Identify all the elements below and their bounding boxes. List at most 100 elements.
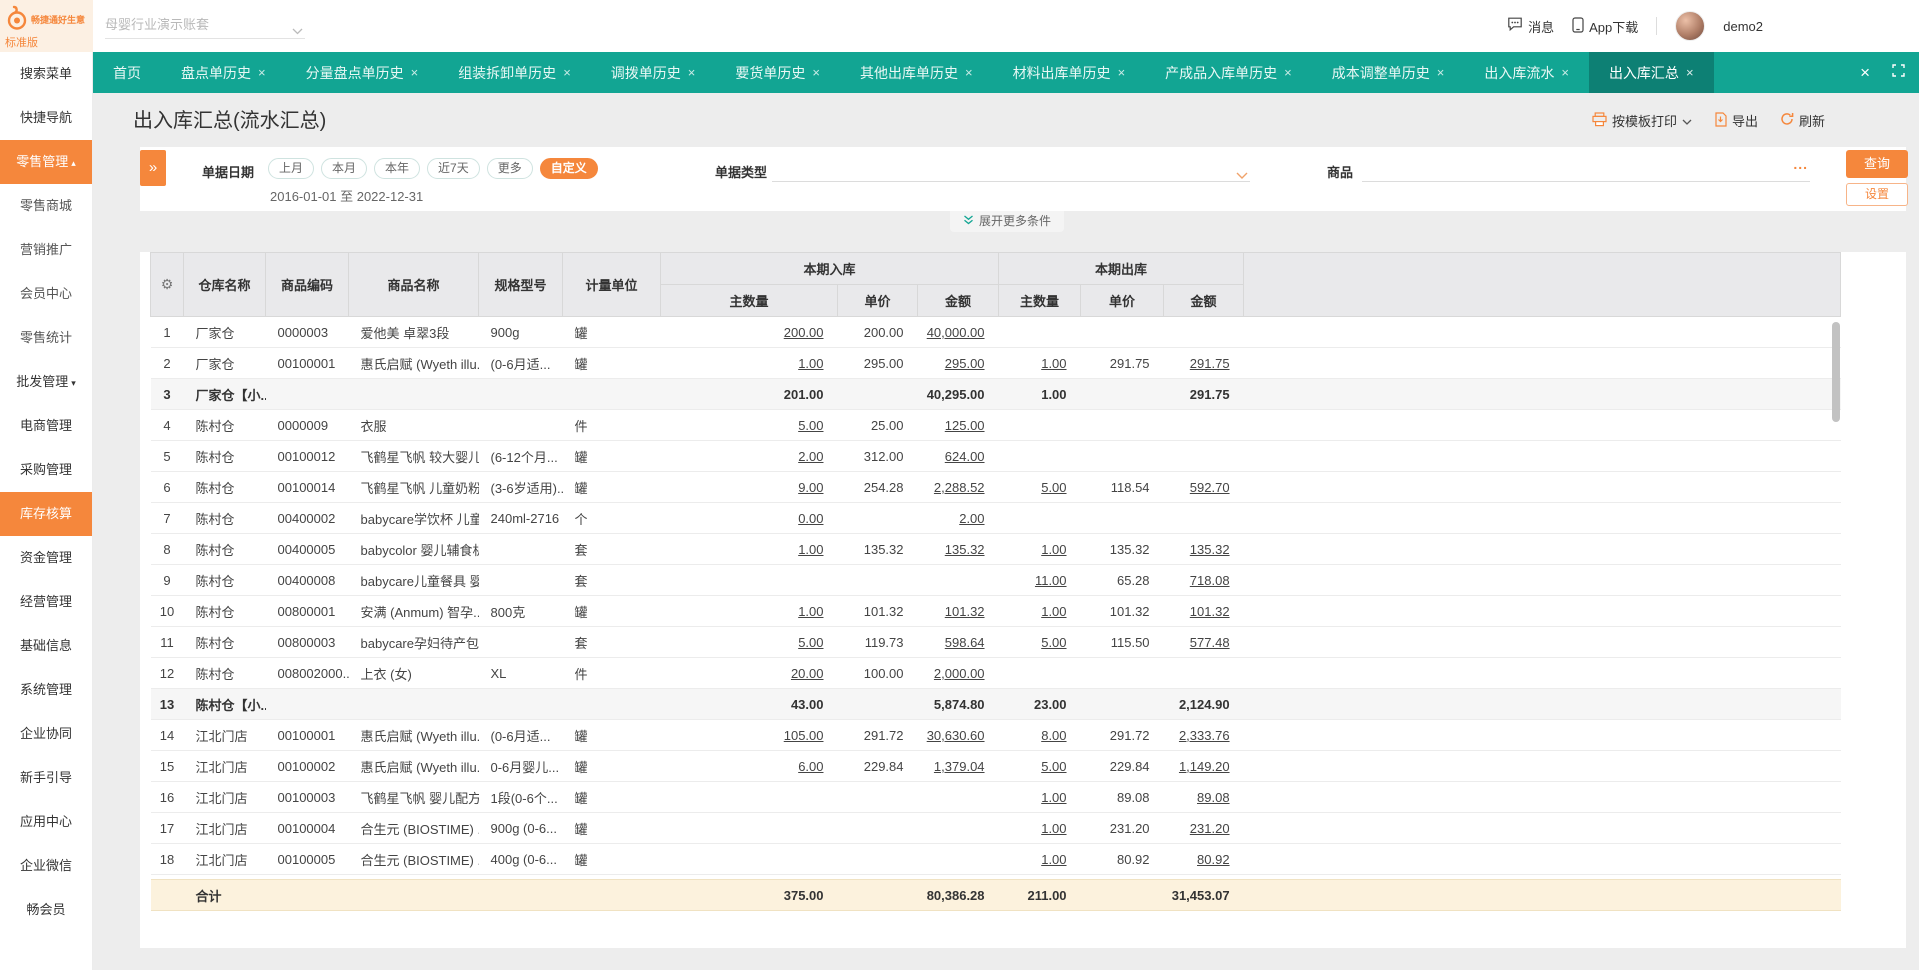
drill-down-link[interactable]: 718.08	[1189, 572, 1230, 588]
refresh-button[interactable]: 刷新	[1780, 111, 1825, 130]
drill-down-link[interactable]: 598.64	[944, 634, 985, 650]
sidebar-item-10[interactable]: 库存核算	[0, 492, 92, 536]
export-button[interactable]: 导出	[1714, 111, 1758, 130]
tab-close-icon[interactable]: ×	[258, 65, 266, 80]
tab-close-icon[interactable]: ×	[1561, 65, 1569, 80]
user-menu[interactable]: demo2	[1723, 18, 1763, 34]
date-preset-button[interactable]: 本月	[321, 158, 368, 179]
sidebar-item-2[interactable]: 零售管理 ▴	[0, 140, 92, 184]
gear-icon[interactable]: ⚙	[160, 276, 174, 292]
drill-down-link[interactable]: 6.00	[798, 758, 824, 774]
drill-down-link[interactable]: 592.70	[1189, 479, 1230, 495]
tab-close-icon[interactable]: ×	[410, 65, 419, 80]
drill-down-link[interactable]: 80.92	[1197, 851, 1230, 867]
drill-down-link[interactable]: 1.00	[1041, 851, 1067, 867]
drill-down-link[interactable]: 2.00	[798, 448, 824, 464]
doc-type-select[interactable]	[772, 155, 1250, 182]
drill-down-link[interactable]: 5.00	[1041, 758, 1067, 774]
sidebar-item-13[interactable]: 基础信息	[0, 624, 92, 668]
drill-down-link[interactable]: 125.00	[944, 417, 985, 433]
sidebar-item-15[interactable]: 企业协同	[0, 712, 92, 756]
print-by-template-button[interactable]: 按模板打印	[1592, 111, 1692, 130]
drill-down-link[interactable]: 105.00	[783, 727, 824, 743]
tab-0[interactable]: 首页	[93, 52, 161, 93]
drill-down-link[interactable]: 231.20	[1189, 820, 1230, 836]
collapse-filters-button[interactable]: »	[140, 150, 166, 186]
drill-down-link[interactable]: 291.75	[1189, 355, 1230, 371]
tab-10[interactable]: 出入库流水 ×	[1464, 52, 1589, 93]
tab-close-icon[interactable]: ×	[1436, 65, 1445, 80]
sidebar-item-19[interactable]: 畅会员	[0, 888, 92, 932]
tab-2[interactable]: 分量盘点单历史 ×	[286, 52, 439, 93]
drill-down-link[interactable]: 89.08	[1197, 789, 1230, 805]
drill-down-link[interactable]: 9.00	[798, 479, 824, 495]
date-preset-button[interactable]: 本年	[374, 158, 421, 179]
drill-down-link[interactable]: 1,379.04	[933, 758, 985, 774]
tab-1[interactable]: 盘点单历史 ×	[161, 52, 286, 93]
drill-down-link[interactable]: 5.00	[1041, 479, 1067, 495]
drill-down-link[interactable]: 0.00	[798, 510, 824, 526]
tab-8[interactable]: 产成品入库单历史 ×	[1145, 52, 1312, 93]
sidebar-item-17[interactable]: 应用中心	[0, 800, 92, 844]
sidebar-item-6[interactable]: 零售统计	[0, 316, 92, 360]
sidebar-item-7[interactable]: 批发管理 ▾	[0, 360, 92, 404]
drill-down-link[interactable]: 2,288.52	[933, 479, 985, 495]
sidebar-item-14[interactable]: 系统管理	[0, 668, 92, 712]
sidebar-item-5[interactable]: 会员中心	[0, 272, 92, 316]
date-preset-button[interactable]: 上月	[268, 158, 315, 179]
drill-down-link[interactable]: 5.00	[798, 634, 824, 650]
drill-down-link[interactable]: 5.00	[1041, 634, 1067, 650]
app-download-button[interactable]: App下载	[1572, 16, 1638, 36]
drill-down-link[interactable]: 2.00	[959, 510, 985, 526]
drill-down-link[interactable]: 5.00	[798, 417, 824, 433]
tab-close-icon[interactable]: ×	[687, 65, 696, 80]
expand-more-button[interactable]: 展开更多条件	[950, 211, 1065, 232]
tab-11[interactable]: 出入库汇总 ×	[1588, 52, 1714, 93]
messages-button[interactable]: 消息	[1507, 17, 1554, 36]
tab-3[interactable]: 组装拆卸单历史 ×	[438, 52, 591, 93]
date-preset-button[interactable]: 近7天	[427, 158, 480, 179]
tab-close-icon[interactable]: ×	[812, 65, 820, 80]
drill-down-link[interactable]: 577.48	[1189, 634, 1230, 650]
drill-down-link[interactable]: 20.00	[790, 665, 824, 681]
close-all-tabs-icon[interactable]: ×	[1860, 63, 1870, 82]
sidebar-item-8[interactable]: 电商管理	[0, 404, 92, 448]
drill-down-link[interactable]: 1.00	[1041, 355, 1067, 371]
drill-down-link[interactable]: 11.00	[1034, 572, 1067, 588]
more-options-button[interactable]: ...	[1793, 156, 1808, 172]
drill-down-link[interactable]: 101.32	[944, 603, 985, 619]
tab-6[interactable]: 其他出库单历史 ×	[840, 52, 993, 93]
drill-down-link[interactable]: 40,000.00	[926, 324, 985, 340]
tab-4[interactable]: 调拨单历史 ×	[591, 52, 716, 93]
drill-down-link[interactable]: 624.00	[944, 448, 985, 464]
drill-down-link[interactable]: 1.00	[798, 603, 824, 619]
drill-down-link[interactable]: 295.00	[944, 355, 985, 371]
drill-down-link[interactable]: 1.00	[1041, 820, 1067, 836]
account-select[interactable]: 母婴行业演示账套	[105, 14, 305, 39]
date-custom-button[interactable]: 自定义	[539, 158, 598, 179]
sidebar-item-12[interactable]: 经营管理	[0, 580, 92, 624]
fullscreen-icon[interactable]	[1892, 63, 1905, 82]
drill-down-link[interactable]: 2,333.76	[1178, 727, 1230, 743]
drill-down-link[interactable]: 1.00	[798, 355, 824, 371]
drill-down-link[interactable]: 135.32	[944, 541, 985, 557]
search-button[interactable]: 查询	[1846, 150, 1908, 178]
sidebar-item-1[interactable]: 快捷导航	[0, 96, 92, 140]
vertical-scrollbar[interactable]	[1832, 322, 1840, 422]
sidebar-item-4[interactable]: 营销推广	[0, 228, 92, 272]
sidebar-item-16[interactable]: 新手引导	[0, 756, 92, 800]
sidebar-item-11[interactable]: 资金管理	[0, 536, 92, 580]
tab-7[interactable]: 材料出库单历史 ×	[993, 52, 1146, 93]
drill-down-link[interactable]: 1.00	[1041, 541, 1067, 557]
tab-close-icon[interactable]: ×	[1117, 65, 1126, 80]
tab-close-icon[interactable]: ×	[563, 65, 571, 80]
drill-down-link[interactable]: 1.00	[1041, 603, 1067, 619]
tab-close-icon[interactable]: ×	[1284, 65, 1292, 80]
settings-button[interactable]: 设置	[1846, 183, 1908, 206]
drill-down-link[interactable]: 8.00	[1041, 727, 1067, 743]
product-input[interactable]: ...	[1362, 155, 1810, 182]
sidebar-item-0[interactable]: 搜索菜单	[0, 52, 92, 96]
tab-close-icon[interactable]: ×	[964, 65, 973, 80]
drill-down-link[interactable]: 2,000.00	[933, 665, 985, 681]
date-preset-button[interactable]: 更多	[486, 158, 533, 179]
